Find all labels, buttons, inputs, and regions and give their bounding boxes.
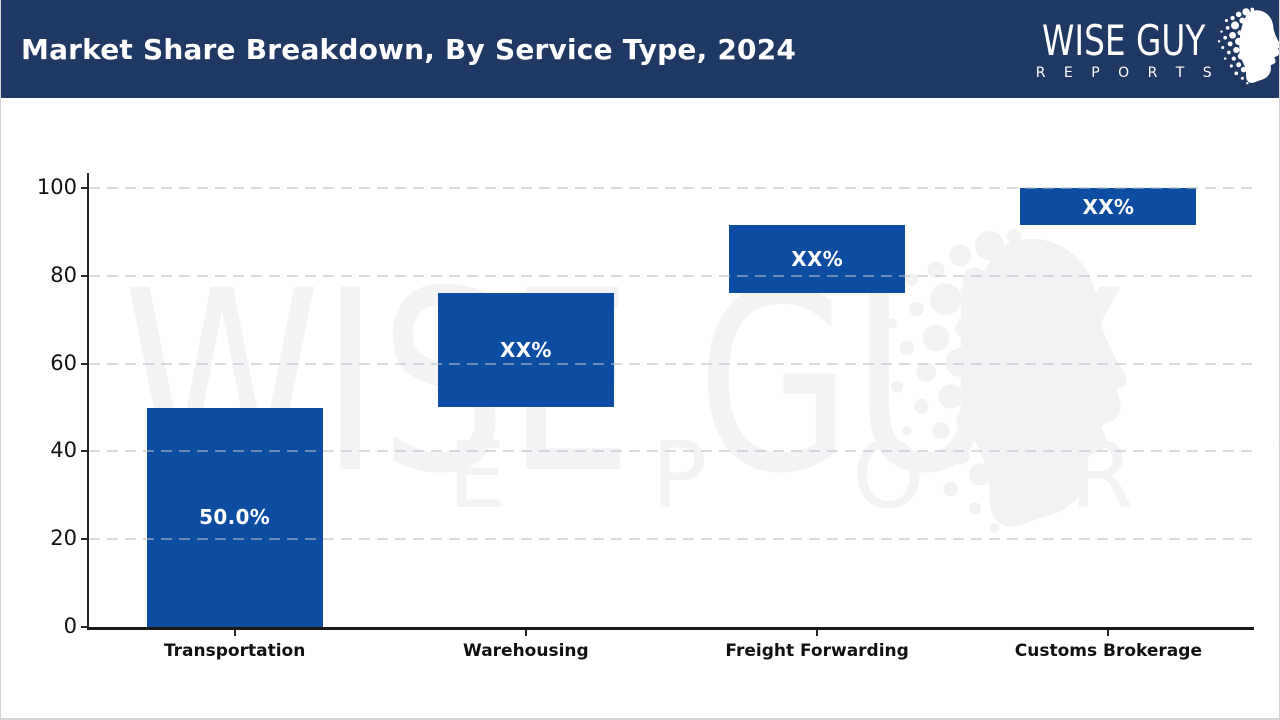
watermark-face-icon [863, 226, 1155, 567]
bar-segment-customs-brokerage: XX% [1020, 188, 1197, 226]
x-axis-spine [87, 627, 1254, 630]
x-tick-mark [816, 628, 819, 636]
y-tick-label: 60 [50, 350, 77, 375]
x-axis-label-customs-brokerage: Customs Brokerage [1014, 641, 1202, 661]
x-tick-mark [1107, 628, 1110, 636]
bar-segment-freight-forwarding: XX% [729, 225, 906, 294]
y-tick-mark [81, 274, 89, 277]
gridline-y20 [89, 538, 1254, 541]
y-tick-mark [81, 626, 89, 628]
bar-value-label: XX% [499, 338, 552, 363]
y-tick-mark [81, 187, 89, 189]
y-tick-mark [81, 362, 89, 365]
y-tick-label: 20 [50, 526, 77, 551]
y-tick-mark [81, 538, 89, 541]
x-axis-label-transportation: Transportation [163, 641, 306, 661]
y-tick-label: 100 [36, 175, 77, 199]
gridline-y40 [89, 450, 1254, 453]
x-tick-mark [233, 628, 236, 636]
y-tick-label: 80 [50, 262, 77, 287]
x-axis-label-freight-forwarding: Freight Forwarding [725, 641, 909, 661]
gridline-y80 [89, 274, 1254, 277]
logo-face-icon [1214, 7, 1280, 93]
watermark-subtext: R E P O R T S [239, 422, 1279, 529]
bar-value-label: 50.0% [199, 505, 271, 530]
logo-text: WISE GUY R E P O R T S [1019, 15, 1228, 81]
y-tick-mark [81, 450, 89, 453]
y-tick-label: 40 [50, 438, 77, 463]
x-axis-label-warehousing: Warehousing [463, 641, 589, 661]
bar-value-label: XX% [791, 247, 844, 272]
chart-plot-area: WISE GUY R E P O R T S 50.0%XX%XX%XX% 02… [1, 98, 1279, 718]
bar-segment-warehousing: XX% [437, 293, 614, 408]
x-tick-mark [524, 628, 527, 636]
page-title: Market Share Breakdown, By Service Type,… [21, 32, 797, 66]
bar-value-label: XX% [1082, 194, 1135, 219]
header-band: Market Share Breakdown, By Service Type,… [1, 0, 1279, 98]
gridline-y60 [89, 362, 1254, 365]
y-tick-label: 0 [63, 614, 77, 638]
bar-segment-transportation: 50.0% [146, 407, 323, 627]
gridline-y100 [89, 187, 1254, 189]
logo-subtitle: R E P O R T S [1035, 64, 1219, 81]
wise-guy-reports-logo: WISE GUY R E P O R T S [1019, 6, 1271, 94]
logo-wordmark: WISE GUY [1042, 15, 1206, 65]
y-axis-spine [87, 173, 89, 630]
